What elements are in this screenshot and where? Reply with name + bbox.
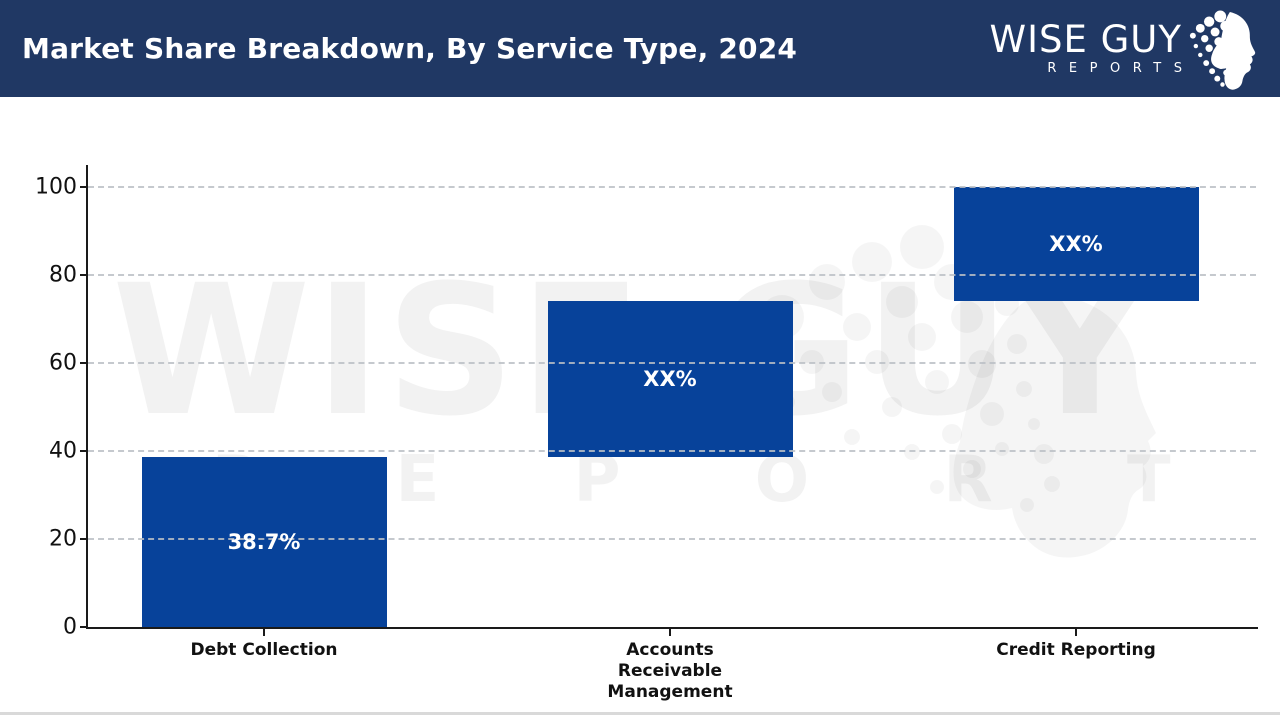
x-category-label-2: Accounts Receivable Management bbox=[607, 640, 733, 702]
gridline-60 bbox=[88, 362, 1256, 364]
bar-segment-2 bbox=[547, 301, 793, 457]
x-category-label-1: Debt Collection bbox=[190, 640, 338, 660]
y-tick-mark-100 bbox=[80, 186, 87, 188]
x-category-label-3: Credit Reporting bbox=[996, 640, 1156, 660]
y-tick-label-80: 80 bbox=[49, 262, 77, 288]
y-tick-mark-40 bbox=[80, 450, 87, 452]
y-tick-label-100: 100 bbox=[35, 174, 77, 200]
y-tick-mark-80 bbox=[80, 274, 87, 276]
bar-value-label-1: 38.7% bbox=[227, 529, 301, 554]
x-tick-mark-3 bbox=[1075, 629, 1077, 636]
y-tick-label-0: 0 bbox=[63, 614, 77, 640]
bar-segment-1 bbox=[141, 456, 387, 627]
wiseguy-logo: WISE GUY REPORTS bbox=[990, 7, 1258, 91]
logo-wordmark: WISE GUY bbox=[989, 18, 1182, 61]
gridline-40 bbox=[88, 450, 1256, 452]
y-tick-label-20: 20 bbox=[49, 526, 77, 552]
gridline-80 bbox=[88, 274, 1256, 276]
x-tick-mark-2 bbox=[669, 629, 671, 636]
logo-subtitle: REPORTS bbox=[1047, 61, 1195, 76]
x-tick-mark-1 bbox=[263, 629, 265, 636]
logo-text: WISE GUY REPORTS bbox=[990, 21, 1182, 76]
header-bar: Market Share Breakdown, By Service Type,… bbox=[0, 0, 1280, 97]
y-tick-mark-0 bbox=[80, 626, 87, 628]
footer-divider bbox=[0, 712, 1280, 715]
y-tick-mark-20 bbox=[80, 538, 87, 540]
logo-head-icon bbox=[1189, 10, 1256, 90]
y-tick-label-60: 60 bbox=[49, 350, 77, 376]
watermark-subtitle: R E P O R T S bbox=[212, 443, 1280, 517]
bar-segment-3 bbox=[953, 187, 1199, 302]
x-axis-line bbox=[86, 627, 1258, 629]
y-axis-line bbox=[86, 165, 88, 629]
gridline-20 bbox=[88, 538, 1256, 540]
bar-value-label-2: XX% bbox=[643, 367, 697, 392]
y-tick-label-40: 40 bbox=[49, 438, 77, 464]
y-tick-mark-60 bbox=[80, 362, 87, 364]
gridline-100 bbox=[88, 186, 1256, 188]
bar-value-label-3: XX% bbox=[1049, 232, 1103, 257]
page-title: Market Share Breakdown, By Service Type,… bbox=[22, 32, 798, 65]
